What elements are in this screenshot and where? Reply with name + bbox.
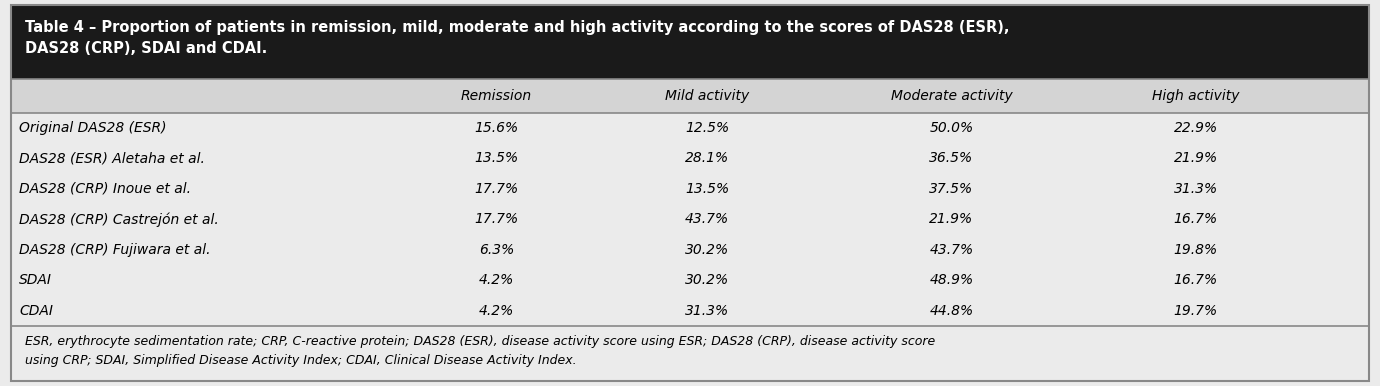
Text: 50.0%: 50.0% (929, 121, 973, 135)
Text: 6.3%: 6.3% (479, 243, 515, 257)
Text: DAS28 (CRP) Castrejón et al.: DAS28 (CRP) Castrejón et al. (19, 212, 219, 227)
Text: 4.2%: 4.2% (479, 274, 515, 288)
Text: 37.5%: 37.5% (929, 182, 973, 196)
Text: 16.7%: 16.7% (1174, 212, 1219, 227)
Bar (11, 265, 1369, 296)
Text: 13.5%: 13.5% (475, 151, 519, 165)
Bar (11, 5, 1369, 79)
Text: 16.7%: 16.7% (1174, 274, 1219, 288)
Bar (11, 235, 1369, 265)
Text: 19.7%: 19.7% (1174, 304, 1219, 318)
Text: High activity: High activity (1152, 89, 1239, 103)
Bar (11, 79, 1369, 113)
Bar (11, 174, 1369, 204)
Text: SDAI: SDAI (19, 274, 52, 288)
Text: 4.2%: 4.2% (479, 304, 515, 318)
Text: 36.5%: 36.5% (929, 151, 973, 165)
Text: ESR, erythrocyte sedimentation rate; CRP, C-reactive protein; DAS28 (ESR), disea: ESR, erythrocyte sedimentation rate; CRP… (25, 335, 936, 367)
Text: 12.5%: 12.5% (684, 121, 729, 135)
Text: Original DAS28 (ESR): Original DAS28 (ESR) (19, 121, 167, 135)
Text: 48.9%: 48.9% (929, 274, 973, 288)
Text: 19.8%: 19.8% (1174, 243, 1219, 257)
Bar (11, 204, 1369, 235)
Text: 15.6%: 15.6% (475, 121, 519, 135)
Text: CDAI: CDAI (19, 304, 54, 318)
Text: Remission: Remission (461, 89, 533, 103)
Text: 13.5%: 13.5% (684, 182, 729, 196)
Text: 17.7%: 17.7% (475, 182, 519, 196)
Text: 31.3%: 31.3% (684, 304, 729, 318)
Text: 43.7%: 43.7% (929, 243, 973, 257)
Bar (11, 326, 1369, 381)
Text: DAS28 (ESR) Aletaha et al.: DAS28 (ESR) Aletaha et al. (19, 151, 206, 165)
Bar (11, 296, 1369, 326)
Text: Moderate activity: Moderate activity (890, 89, 1013, 103)
Text: DAS28 (CRP) Inoue et al.: DAS28 (CRP) Inoue et al. (19, 182, 192, 196)
Text: 30.2%: 30.2% (684, 274, 729, 288)
Text: 31.3%: 31.3% (1174, 182, 1219, 196)
Text: 22.9%: 22.9% (1174, 121, 1219, 135)
Text: 28.1%: 28.1% (684, 151, 729, 165)
Text: 21.9%: 21.9% (1174, 151, 1219, 165)
Text: DAS28 (CRP) Fujiwara et al.: DAS28 (CRP) Fujiwara et al. (19, 243, 211, 257)
Bar (11, 143, 1369, 174)
Text: Mild activity: Mild activity (665, 89, 749, 103)
Text: 43.7%: 43.7% (684, 212, 729, 227)
Text: Table 4 – Proportion of patients in remission, mild, moderate and high activity : Table 4 – Proportion of patients in remi… (25, 20, 1009, 56)
Text: 17.7%: 17.7% (475, 212, 519, 227)
Text: 44.8%: 44.8% (929, 304, 973, 318)
Text: 21.9%: 21.9% (929, 212, 973, 227)
Text: 30.2%: 30.2% (684, 243, 729, 257)
Bar (11, 113, 1369, 143)
